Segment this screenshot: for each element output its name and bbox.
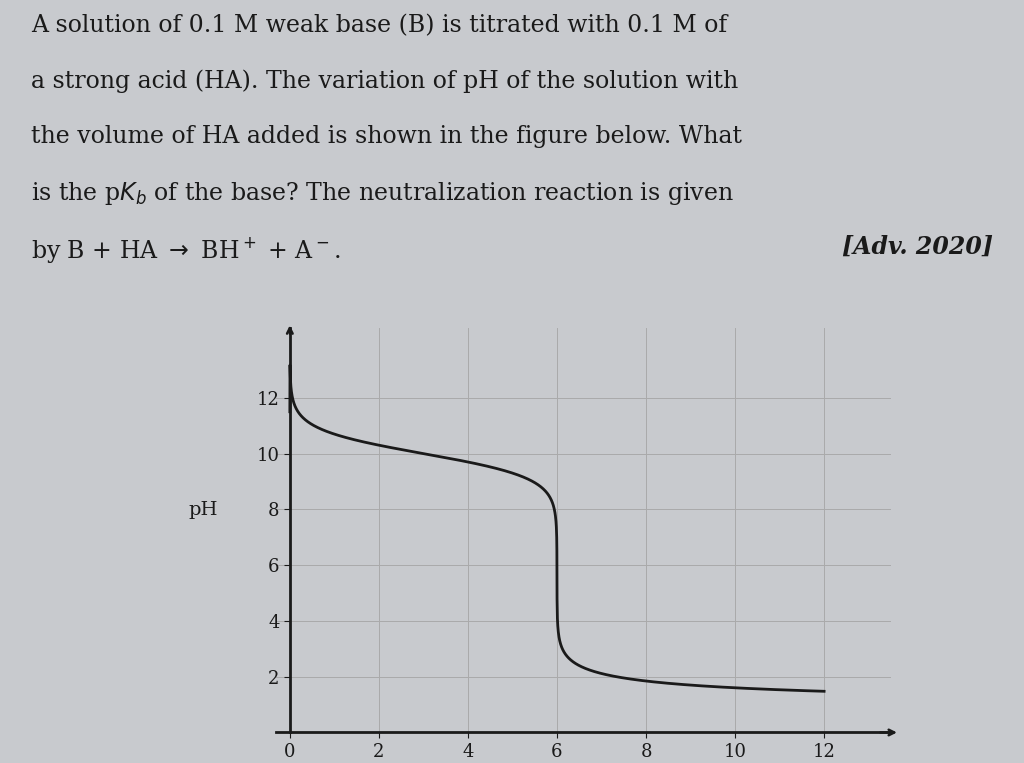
Text: A solution of 0.1 M weak base (B) is titrated with 0.1 M of: A solution of 0.1 M weak base (B) is tit… [31, 14, 727, 37]
Text: is the p$K_b$ of the base? The neutralization reaction is given: is the p$K_b$ of the base? The neutraliz… [31, 180, 733, 207]
Text: [Adv. 2020]: [Adv. 2020] [843, 235, 993, 259]
Text: by B + HA $\rightarrow$ BH$^+$ + A$^-$.: by B + HA $\rightarrow$ BH$^+$ + A$^-$. [31, 235, 340, 265]
Text: a strong acid (HA). The variation of pH of the solution with: a strong acid (HA). The variation of pH … [31, 69, 738, 93]
Text: the volume of HA added is shown in the figure below. What: the volume of HA added is shown in the f… [31, 124, 741, 148]
Text: pH: pH [188, 501, 217, 519]
